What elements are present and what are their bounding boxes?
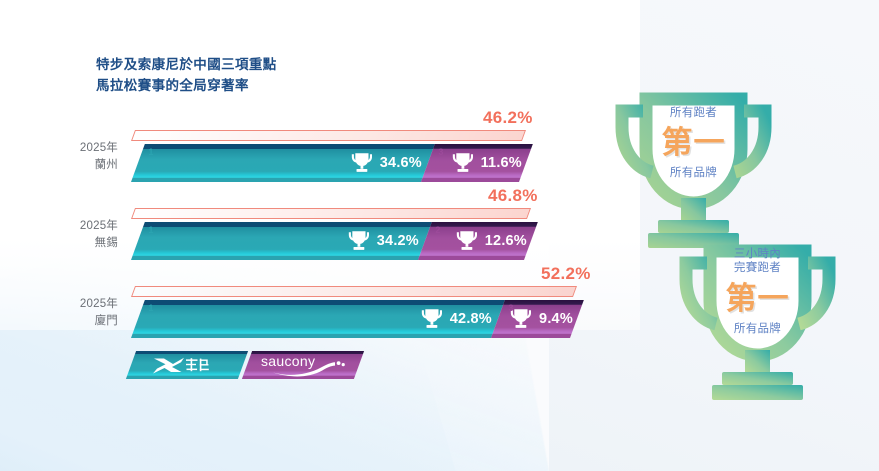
trophy-main-label: 第一 (661, 125, 726, 160)
chart-row-lanzhou: 2025年 蘭州 46.2% 1 34.6% (0, 108, 620, 190)
stacked-bar: 1 34.6% 3 11.6% (131, 144, 533, 182)
trophy-main-label: 第一 (725, 281, 790, 316)
trophy-rank-icon (346, 228, 372, 254)
rank-number: 1 (148, 147, 154, 157)
page-title: 特步及索康尼於中國三項重點 馬拉松賽事的全局穿著率 (96, 57, 277, 93)
total-outline-bar (131, 130, 527, 141)
rank-number: 3 (508, 303, 514, 313)
bar-segment-saucony[interactable]: 2 12.6% (418, 222, 538, 260)
chart-row-xiamen: 2025年 廈門 52.2% 1 42.8% (0, 264, 620, 346)
total-outline-bar (131, 208, 532, 219)
trophy-rank-icon (454, 228, 480, 254)
rank-number: 3 (438, 147, 444, 157)
total-value-label: 52.2% (541, 264, 591, 283)
trophy-rank-icon (508, 306, 534, 332)
chart-row-wuxi: 2025年 無錫 46.8% 1 34.2% (0, 186, 620, 268)
stacked-bar: 1 34.2% 2 12.6% (131, 222, 538, 260)
rank-number: 1 (148, 225, 154, 235)
bar-segment-xtep[interactable]: 1 42.8% (131, 300, 505, 338)
row-label: 2025年 廈門 (79, 298, 118, 327)
segment-percent-label: 9.4% (539, 311, 573, 327)
xtep-logo-icon (148, 355, 226, 375)
row-label: 2025年 蘭州 (79, 142, 118, 171)
bar-segment-xtep[interactable]: 1 34.6% (131, 144, 435, 182)
legend-item-xtep[interactable] (125, 351, 249, 379)
trophy-rank-icon (349, 150, 375, 176)
segment-percent-label: 11.6% (480, 155, 522, 171)
rank-number: 1 (148, 303, 154, 313)
segment-percent-label: 34.6% (379, 155, 422, 171)
chart-legend: saucony (125, 351, 365, 379)
rank-number: 2 (435, 225, 441, 235)
svg-text:saucony: saucony (261, 353, 315, 369)
trophy-rank-icon (450, 150, 476, 176)
trophy-bottom-label: 所有品牌 (669, 167, 718, 179)
trophy-top-label: 所有跑者 (669, 107, 718, 119)
row-label: 2025年 無錫 (79, 220, 118, 249)
bar-segment-xtep[interactable]: 1 34.2% (131, 222, 432, 260)
bar-segment-saucony[interactable]: 3 9.4% (491, 300, 584, 338)
trophy-rank-icon (419, 306, 445, 332)
trophy-top-label: 三小時內 完賽跑者 (733, 248, 782, 275)
total-value-label: 46.2% (483, 108, 533, 127)
stacked-bar: 1 42.8% 3 9.4% (131, 300, 584, 338)
segment-percent-label: 34.2% (376, 233, 419, 249)
segment-percent-label: 12.6% (484, 233, 527, 249)
trophy-badge-sub3-runners: 三小時內 完賽跑者 第一 所有品牌 (650, 196, 865, 406)
saucony-logo-icon: saucony (259, 353, 347, 377)
segment-percent-label: 42.8% (449, 311, 492, 327)
total-value-label: 46.8% (488, 186, 538, 205)
legend-item-saucony[interactable]: saucony (241, 351, 365, 379)
total-outline-bar (131, 286, 578, 297)
trophy-badge-all-runners: 所有跑者 第一 所有品牌 (586, 44, 801, 254)
trophy-bottom-label: 所有品牌 (733, 323, 782, 335)
bar-segment-saucony[interactable]: 3 11.6% (421, 144, 533, 182)
